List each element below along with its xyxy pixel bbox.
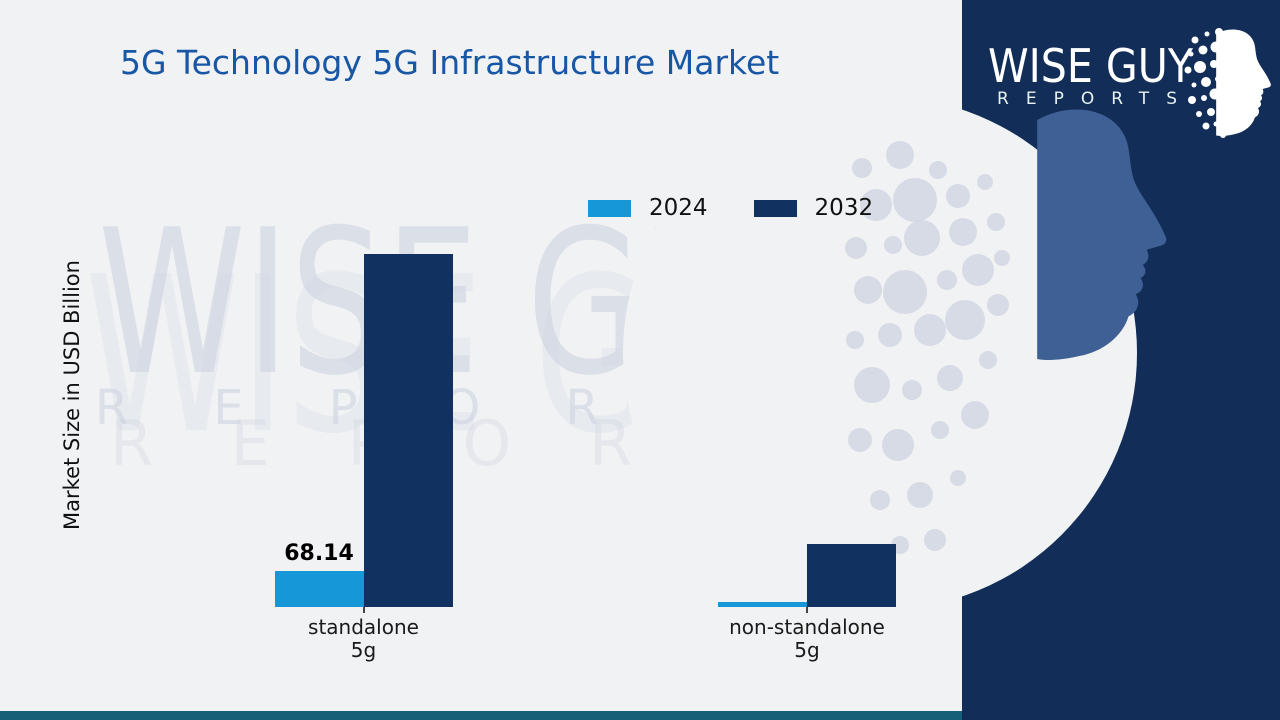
legend-label-2032: 2032 (814, 195, 874, 221)
bar-2032-non-standalone-5g (807, 544, 896, 607)
category-label: non-standalone 5g (729, 615, 885, 662)
bar-group-standalone-5g: standalone 5g 68.14 (274, 237, 453, 662)
chart-legend: 2024 2032 (588, 195, 873, 221)
bar-value-label: 68.14 (284, 540, 354, 566)
page-title: 5G Technology 5G Infrastructure Market (120, 43, 780, 82)
footer-accent-bar (0, 711, 962, 720)
category-label: standalone 5g (308, 615, 419, 662)
bar-chart-plot: standalone 5g 68.14 non-standalone 5g (254, 237, 914, 662)
brand-logo: WISE GUY REPORTS (984, 26, 1274, 141)
face-profile-silhouette (1037, 109, 1167, 360)
bar-2024-non-standalone-5g (718, 601, 807, 607)
legend-label-2024: 2024 (649, 195, 708, 221)
legend-item-2024: 2024 (588, 195, 708, 221)
legend-item-2032: 2032 (753, 195, 874, 221)
legend-swatch-2032 (753, 199, 797, 217)
bar-2024-standalone-5g (274, 570, 364, 607)
bar-group-non-standalone-5g: non-standalone 5g (718, 237, 896, 662)
logo-wordmark: WISE GUY (988, 39, 1194, 93)
legend-swatch-2024 (588, 199, 631, 217)
x-axis-tick (362, 607, 365, 613)
y-axis-label: Market Size in USD Billion (60, 260, 84, 530)
x-axis-tick (806, 607, 808, 613)
bar-2032-standalone-5g (363, 253, 453, 607)
logo-head-icon (1184, 28, 1271, 138)
